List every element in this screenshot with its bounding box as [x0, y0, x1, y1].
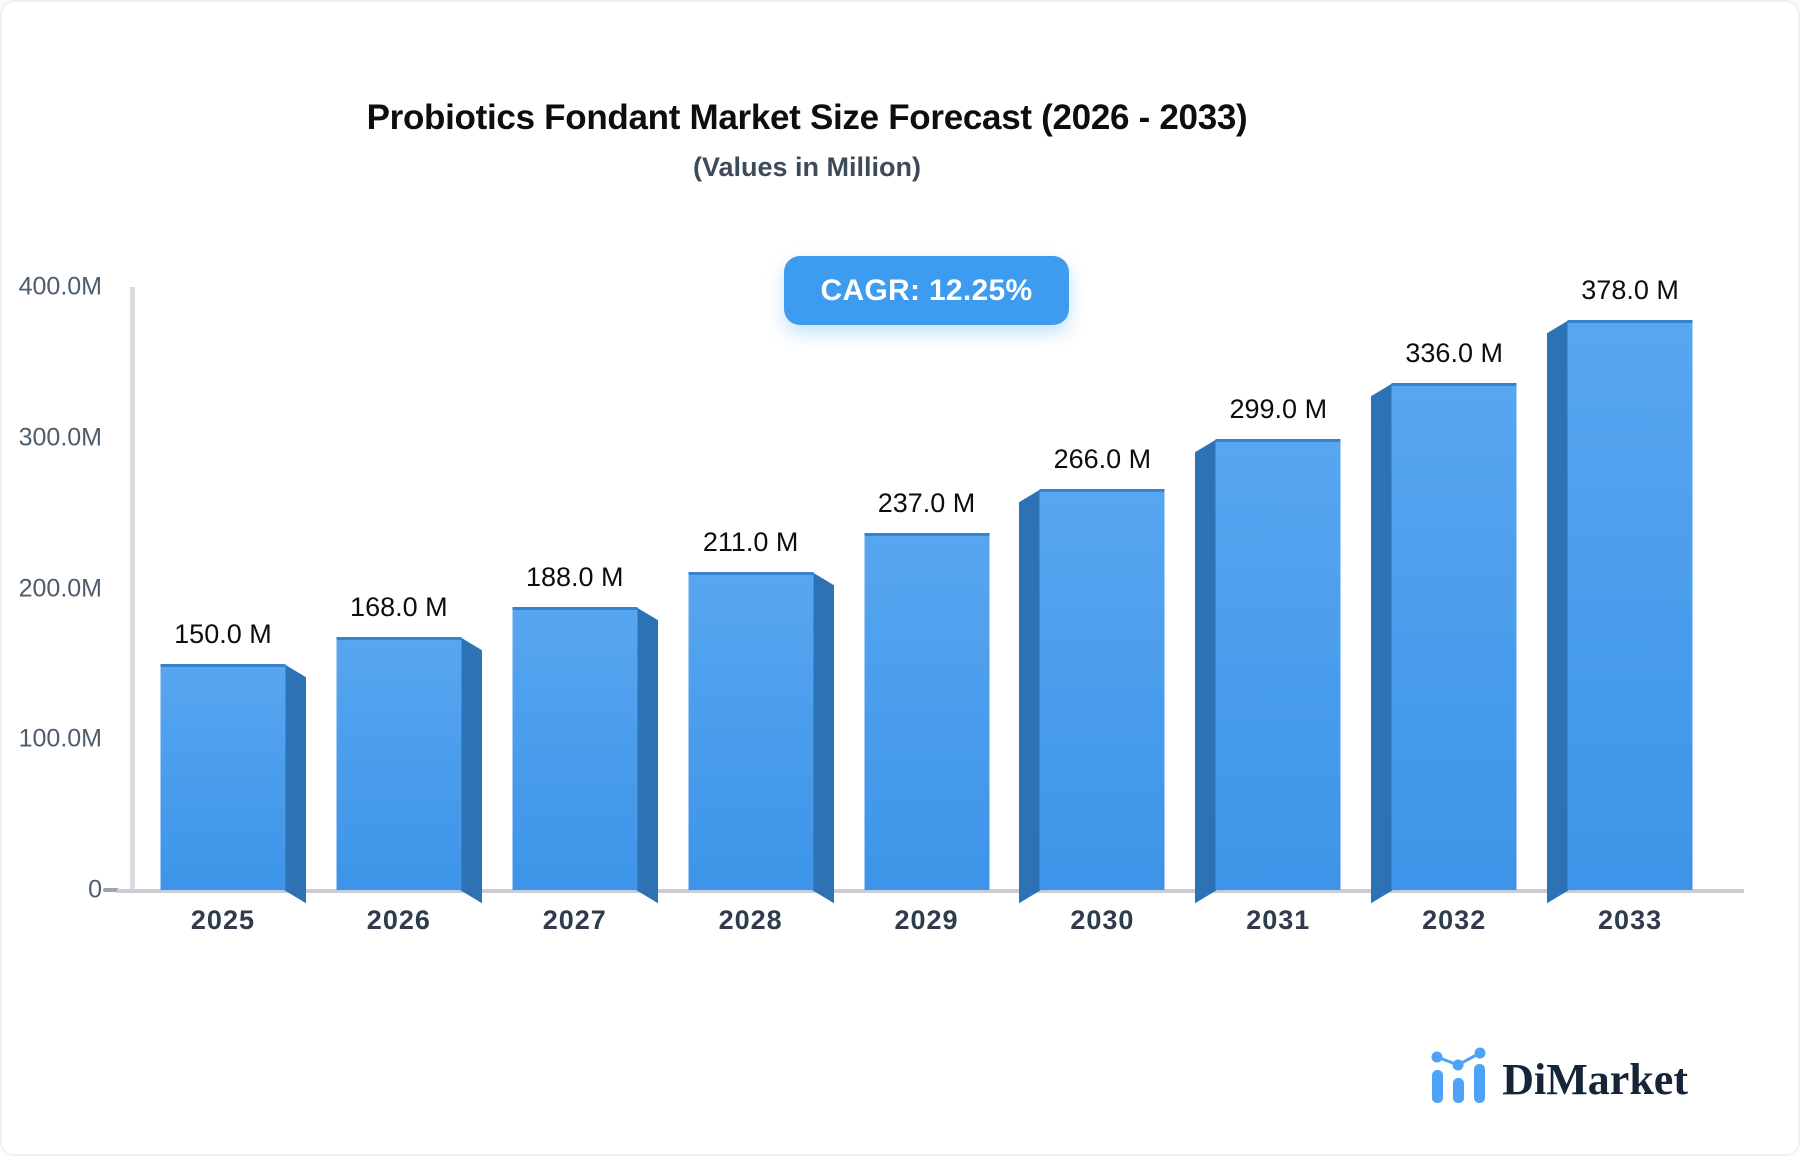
title-block: Probiotics Fondant Market Size Forecast … — [367, 98, 1248, 183]
y-tick-label: 400.0M — [18, 272, 102, 301]
bar-group: 188.0 M — [487, 287, 663, 904]
y-tick-label: 200.0M — [18, 574, 102, 602]
brand-logo: DiMarket — [1430, 1044, 1688, 1104]
bar-side-3d-panel — [636, 606, 659, 904]
y-tick-label: 300.0M — [18, 423, 102, 452]
bar-group: 150.0 M — [135, 287, 311, 904]
bar-value-label: 188.0 M — [525, 561, 624, 592]
brand-name: DiMarket — [1502, 1055, 1688, 1104]
x-tick-label: 2027 — [542, 905, 607, 935]
bar — [864, 532, 989, 890]
bar — [512, 606, 638, 890]
x-tick-label: 2032 — [1422, 905, 1487, 935]
bar — [336, 636, 462, 890]
bar-group: 211.0 M — [663, 287, 839, 904]
bar-value-label: 237.0 M — [877, 487, 976, 518]
x-axis-labels: 2025 2026 2027 2028 2029 2030 2031 2032 2033 — [135, 905, 1718, 936]
y-tick-mark — [103, 888, 119, 892]
y-axis: 0 100.0M 200.0M 300.0M 400.0M — [2, 273, 135, 904]
y-tick-label: 0 — [88, 875, 102, 904]
bar — [1567, 320, 1693, 890]
bar-group: 237.0 M — [839, 287, 1015, 890]
x-tick-label: 2031 — [1246, 905, 1311, 935]
x-tick-label: 2033 — [1598, 905, 1663, 935]
y-axis-line — [130, 287, 135, 890]
x-tick-label: 2028 — [718, 905, 783, 935]
cagr-badge: CAGR: 12.25% — [784, 256, 1069, 325]
chart-subtitle: (Values in Million) — [692, 152, 922, 182]
bar — [688, 571, 814, 890]
bar-side-3d-panel — [284, 663, 307, 904]
bar-side-3d-panel — [1370, 383, 1393, 904]
bar-group: 378.0 M — [1542, 275, 1718, 904]
x-tick-label: 2026 — [366, 905, 431, 935]
bar-side-3d-panel — [1546, 320, 1569, 904]
bar-value-label: 266.0 M — [1053, 444, 1152, 475]
bar — [1039, 489, 1165, 890]
y-tick-label: 100.0M — [18, 724, 102, 753]
x-tick-label: 2025 — [190, 905, 255, 935]
cagr-badge-label: CAGR: 12.25% — [820, 273, 1033, 307]
bar-side-3d-panel — [460, 636, 483, 904]
bar-side-3d-panel — [1194, 439, 1217, 904]
bar-side-3d-panel — [812, 571, 835, 904]
bar-value-label: 150.0 M — [174, 618, 272, 649]
bar-group: 336.0 M — [1366, 287, 1542, 904]
bar-value-label: 299.0 M — [1229, 394, 1328, 425]
bar-value-label: 211.0 M — [702, 526, 799, 557]
bar-value-label: 378.0 M — [1581, 275, 1679, 306]
plot-area: 150.0 M 168.0 M 188.0 M 211.0 M 237.0 M 266.0… — [117, 275, 1744, 904]
bar-group: 168.0 M — [311, 287, 487, 904]
bar-group: 266.0 M — [1014, 287, 1190, 904]
bar-value-label: 336.0 M — [1405, 338, 1503, 369]
bar — [160, 663, 286, 890]
x-axis-baseline — [117, 889, 1744, 893]
x-tick-label: 2030 — [1070, 905, 1135, 935]
bar-side-3d-panel — [1018, 489, 1041, 904]
bar — [1391, 383, 1517, 890]
bar-group: 299.0 M — [1190, 287, 1366, 904]
bar — [1215, 439, 1341, 890]
bar-value-label: 168.0 M — [350, 591, 448, 622]
chart-title: Probiotics Fondant Market Size Forecast … — [366, 98, 1248, 137]
x-tick-label: 2029 — [894, 905, 959, 935]
mini-bar-chart-icon — [1431, 1047, 1486, 1103]
